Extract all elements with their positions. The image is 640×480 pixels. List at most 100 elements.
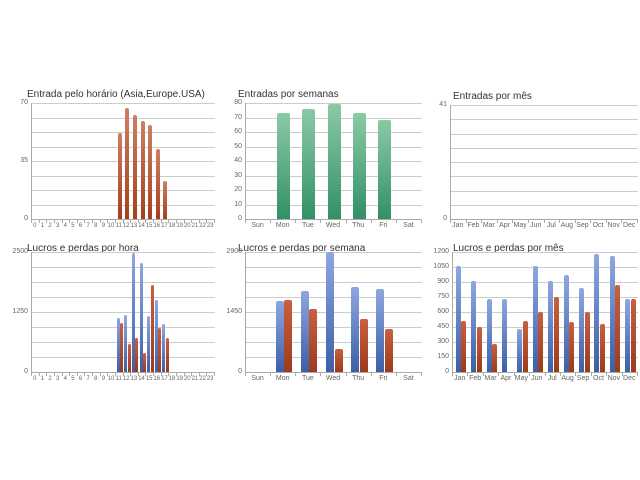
y-tick-label: 1200 bbox=[433, 248, 449, 255]
axis-tick bbox=[175, 373, 177, 376]
x-tick-label: 14 bbox=[138, 223, 145, 229]
gridline bbox=[246, 327, 422, 328]
axis-tick bbox=[122, 373, 124, 376]
axis-tick bbox=[482, 373, 484, 376]
chart-title-pnl-by-month: Lucros e perdas por mês bbox=[453, 243, 564, 254]
axis-tick bbox=[574, 220, 576, 223]
x-tick-label: 8 bbox=[94, 376, 98, 382]
x-tick-label: Feb bbox=[469, 375, 482, 382]
x-tick-label: Dec bbox=[623, 375, 636, 382]
gridline bbox=[32, 297, 215, 298]
x-tick-label: Oct bbox=[593, 375, 604, 382]
axis-tick bbox=[214, 220, 215, 223]
bar-perdas bbox=[615, 285, 621, 372]
y-tick-label: 0 bbox=[445, 368, 449, 375]
bar-lucros bbox=[139, 262, 143, 372]
axis-tick bbox=[395, 373, 397, 376]
chart-title-pnl-by-hour: Lucros e perdas por hora bbox=[27, 243, 139, 254]
bar-perdas bbox=[630, 299, 636, 372]
gridline bbox=[451, 190, 638, 192]
y-tick-label: 300 bbox=[437, 338, 449, 345]
x-tick-label: 5 bbox=[71, 223, 75, 229]
x-tick-label: 22 bbox=[199, 376, 206, 382]
axis-tick bbox=[606, 373, 608, 376]
y-tick-label: 0 bbox=[443, 215, 447, 222]
bar-perdas bbox=[461, 321, 467, 372]
bar-lucros bbox=[563, 275, 569, 372]
x-tick-label: Mar bbox=[484, 375, 497, 382]
bar-perdas bbox=[284, 299, 293, 372]
gridline bbox=[453, 357, 638, 358]
x-tick-label: 21 bbox=[191, 223, 199, 229]
bar-perdas bbox=[143, 352, 147, 372]
x-tick-label: Mar bbox=[482, 222, 495, 229]
bar-perdas bbox=[120, 322, 124, 372]
axis-tick bbox=[92, 373, 93, 376]
bar-perdas bbox=[538, 311, 544, 372]
plot-pnl-by-weekday bbox=[245, 252, 422, 373]
x-tick-label: Nov bbox=[607, 222, 620, 229]
bar-lucros bbox=[471, 281, 477, 372]
bar-entradas bbox=[501, 172, 510, 219]
x-tick-label: Thu bbox=[352, 375, 365, 382]
gridline bbox=[246, 297, 422, 298]
bar-lucros bbox=[376, 289, 385, 372]
gridline bbox=[32, 282, 215, 283]
x-tick-label: 19 bbox=[176, 376, 184, 382]
x-tick-label: 9 bbox=[101, 223, 106, 229]
axis-tick bbox=[527, 220, 529, 223]
axis-tick bbox=[295, 373, 297, 376]
bar-entradas bbox=[626, 136, 635, 219]
gridline bbox=[32, 342, 215, 343]
gridline bbox=[451, 105, 638, 106]
axis-tick bbox=[467, 373, 469, 376]
bar-perdas bbox=[522, 321, 528, 372]
axis-tick bbox=[543, 220, 545, 223]
axis-tick bbox=[637, 220, 638, 223]
y-tick-label: 2500 bbox=[12, 248, 28, 255]
gridline bbox=[32, 267, 215, 268]
axis-tick bbox=[53, 373, 55, 376]
bar-entradas bbox=[327, 104, 341, 219]
gridline bbox=[246, 252, 422, 253]
bar-perdas bbox=[384, 329, 393, 372]
axis-tick bbox=[498, 373, 500, 376]
bar-entradas bbox=[132, 114, 137, 219]
axis-tick bbox=[590, 220, 592, 223]
bar-entradas bbox=[140, 121, 145, 219]
x-tick-label: 0 bbox=[33, 376, 37, 382]
axis-tick bbox=[69, 220, 71, 223]
y-tick-label: 50 bbox=[234, 142, 242, 150]
y-tick-label: 80 bbox=[234, 99, 242, 106]
bar-lucros bbox=[501, 298, 507, 372]
bar-entradas bbox=[485, 158, 494, 219]
x-tick-label: Thu bbox=[352, 222, 365, 229]
axis-tick bbox=[61, 220, 63, 223]
axis-tick bbox=[559, 220, 561, 223]
x-tick-label: Sun bbox=[251, 222, 264, 229]
gridline bbox=[451, 176, 638, 178]
axis-tick bbox=[320, 373, 322, 376]
gridline bbox=[32, 146, 215, 148]
x-tick-label: Oct bbox=[592, 222, 604, 229]
gridline bbox=[453, 267, 638, 268]
y-tick-label: 1050 bbox=[433, 263, 449, 270]
bar-perdas bbox=[309, 309, 318, 372]
y-tick-label: 600 bbox=[437, 308, 449, 315]
axis-tick bbox=[544, 373, 546, 376]
gridline bbox=[453, 342, 638, 343]
axis-tick bbox=[92, 220, 93, 223]
x-tick-label: Apr bbox=[499, 222, 510, 229]
x-tick-label: 1 bbox=[40, 223, 45, 229]
axis-tick bbox=[183, 220, 185, 223]
gridline bbox=[451, 147, 638, 149]
plot-pnl-by-month bbox=[452, 252, 638, 373]
axis-tick bbox=[575, 373, 577, 376]
bar-perdas bbox=[127, 344, 131, 372]
gridline bbox=[451, 119, 638, 121]
bar-lucros bbox=[625, 299, 631, 372]
y-tick-label: 1450 bbox=[226, 308, 242, 315]
plot-entries-by-month bbox=[450, 105, 638, 220]
axis-tick bbox=[270, 373, 272, 376]
x-tick-label: 8 bbox=[94, 223, 98, 229]
